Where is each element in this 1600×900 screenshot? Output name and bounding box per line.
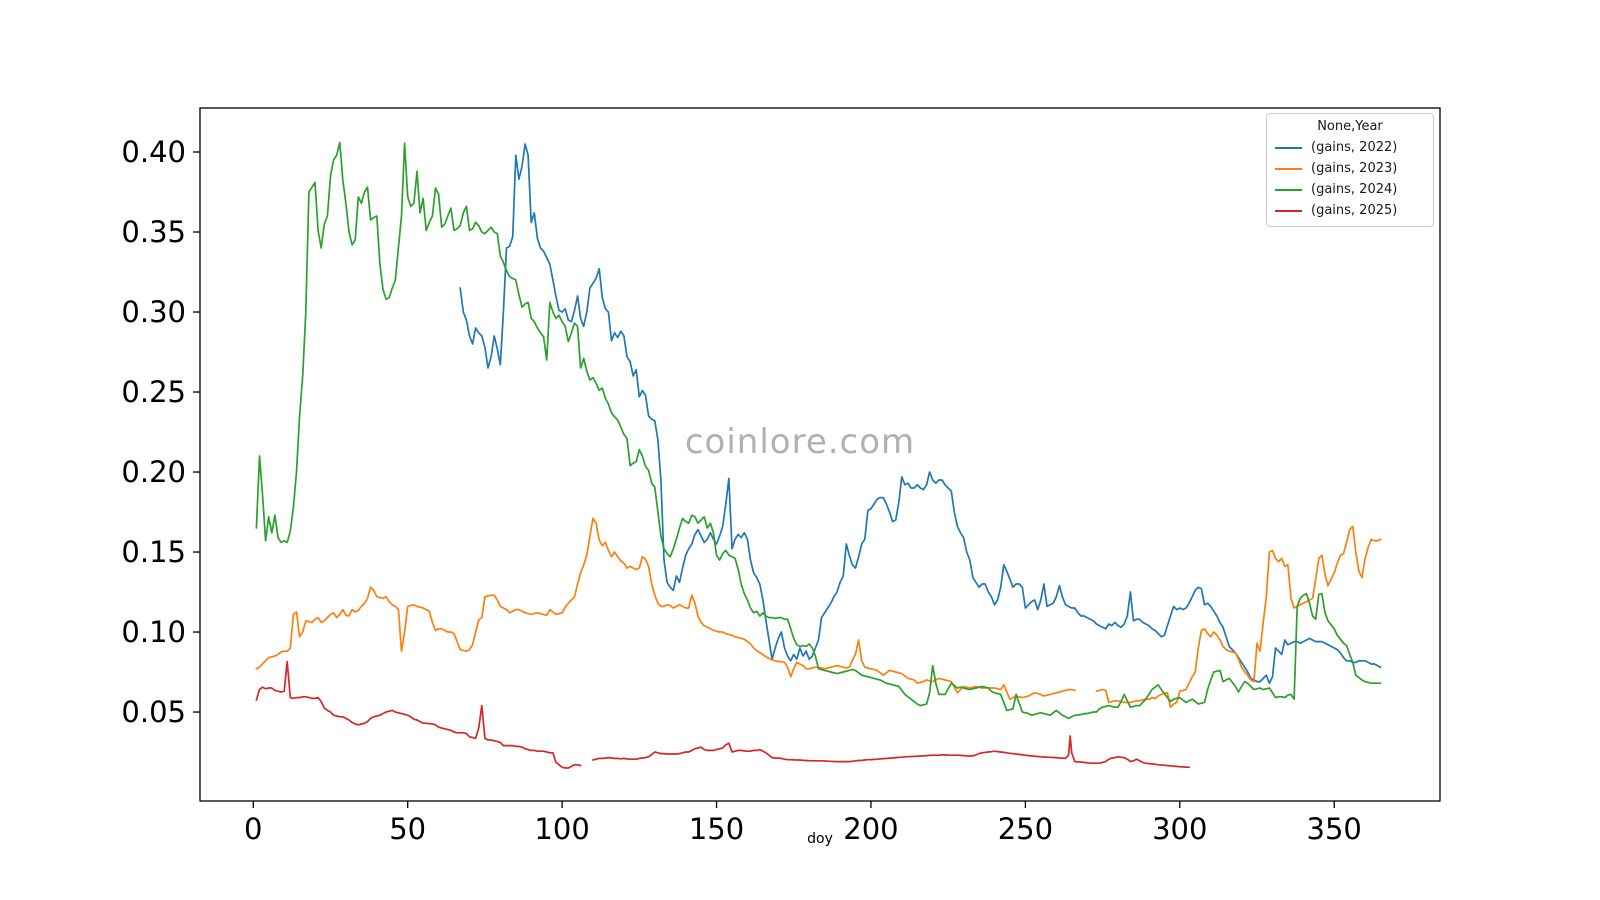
x-tick-label: 0 — [244, 812, 262, 846]
legend-entry-2023: (gains, 2023) — [1273, 158, 1427, 179]
y-tick-label: 0.10 — [121, 615, 186, 649]
legend-label-2022: (gains, 2022) — [1311, 140, 1398, 155]
x-axis-title: doy — [807, 831, 833, 847]
legend-entries: (gains, 2022) (gains, 2023) (gains, 2024) (… — [1273, 137, 1427, 221]
x-tick-label: 150 — [689, 812, 744, 846]
x-tick-label: 250 — [998, 812, 1053, 846]
y-tick-label: 0.30 — [121, 295, 186, 329]
legend-label-2024: (gains, 2024) — [1311, 182, 1398, 197]
y-tick-label: 0.05 — [121, 695, 186, 729]
legend-label-2023: (gains, 2023) — [1311, 161, 1398, 176]
y-tick-label: 0.20 — [121, 455, 186, 489]
series-line-2025 — [255, 660, 1190, 769]
y-tick-label: 0.40 — [121, 135, 186, 169]
plot-area-border — [199, 107, 1441, 802]
series-line-2024 — [255, 141, 1382, 720]
legend-entry-2022: (gains, 2022) — [1273, 137, 1427, 158]
x-tick-label: 200 — [843, 812, 898, 846]
legend-box: None,Year (gains, 2022) (gains, 2023) (gai… — [1266, 113, 1434, 227]
y-tick-label: 0.25 — [121, 375, 186, 409]
legend-entry-2025: (gains, 2025) — [1273, 200, 1427, 221]
series-line-2023 — [255, 517, 1382, 709]
series-line-2022 — [459, 143, 1382, 685]
legend-line-sample-2022 — [1275, 146, 1302, 149]
legend-entry-2024: (gains, 2024) — [1273, 179, 1427, 200]
watermark-text: coinlore.com — [684, 422, 916, 462]
x-tick-label: 350 — [1307, 812, 1362, 846]
x-tick-label: 50 — [389, 812, 426, 846]
legend-line-sample-2023 — [1275, 167, 1302, 170]
x-tick-label: 100 — [534, 812, 589, 846]
y-tick-label: 0.35 — [121, 215, 186, 249]
y-tick-label: 0.15 — [121, 535, 186, 569]
legend-line-sample-2024 — [1275, 188, 1302, 191]
x-tick-label: 300 — [1152, 812, 1207, 846]
legend-label-2025: (gains, 2025) — [1311, 203, 1398, 218]
legend-title: None,Year — [1317, 119, 1383, 134]
legend-line-sample-2025 — [1275, 209, 1302, 212]
